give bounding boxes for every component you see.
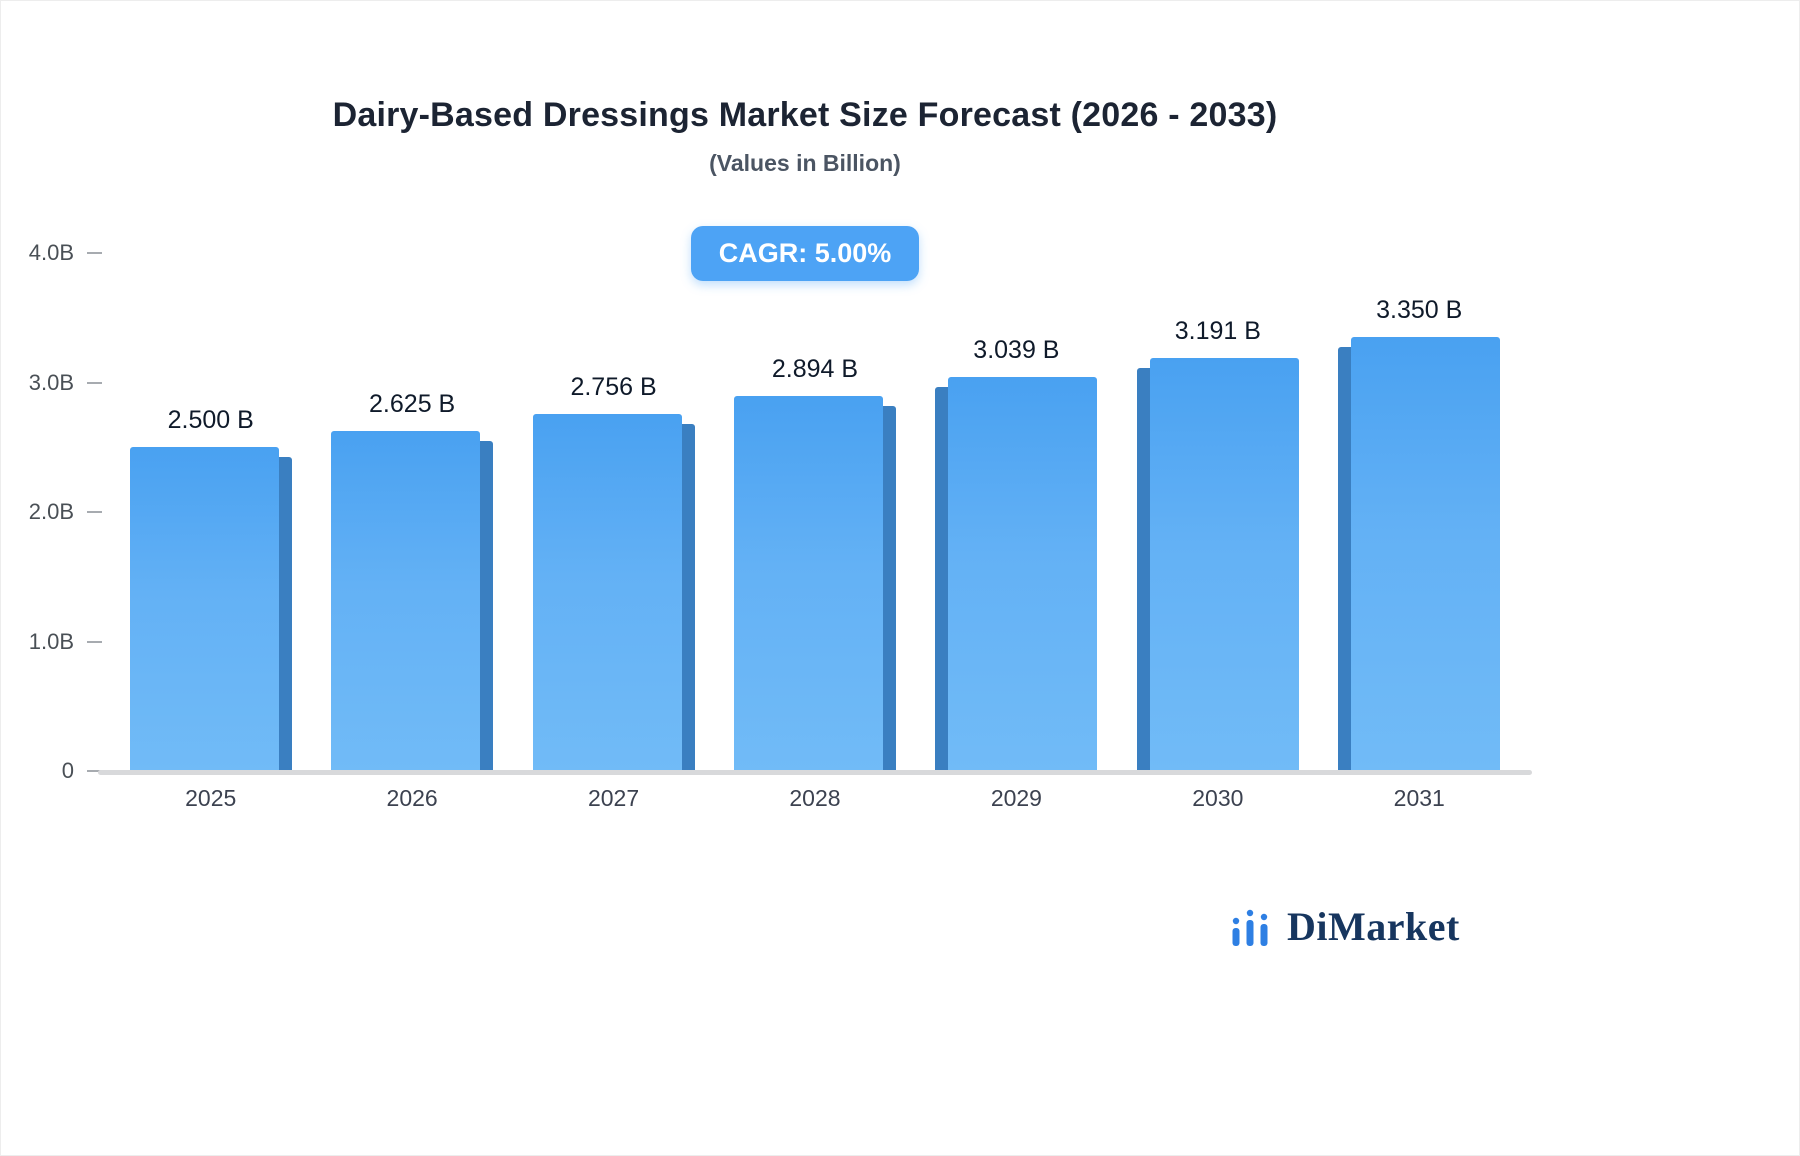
bar-value-label: 3.350 B [1376, 296, 1463, 325]
y-tick-mark [87, 511, 102, 513]
y-tick-label: 1.0B [28, 628, 74, 654]
bar-value-label: 2.625 B [369, 390, 456, 419]
chart-title: Dairy-Based Dressings Market Size Foreca… [332, 96, 1278, 134]
bar [1338, 337, 1501, 771]
bar [331, 431, 494, 771]
chart-subtitle: (Values in Billion) [709, 150, 901, 176]
bar-face [331, 431, 481, 771]
bar-side-shade [882, 406, 896, 771]
y-tick: 0 [62, 758, 102, 784]
bar-side-shade [1338, 347, 1352, 771]
bar-value-label: 3.191 B [1174, 316, 1261, 345]
bar-slot: 3.350 B [1319, 253, 1520, 771]
bar-slot: 2.756 B [513, 253, 714, 771]
y-tick: 1.0B [29, 629, 102, 655]
bar [733, 396, 896, 771]
bar-side-shade [1136, 367, 1150, 771]
bar-face [129, 447, 279, 771]
bars-area: 2.500 B 2.625 B 2.756 B 2.894 B 3.039 B 3.191… [110, 253, 1520, 771]
cagr-badge: CAGR: 5.00% [690, 226, 920, 281]
y-tick-mark [87, 640, 102, 643]
x-axis-line [98, 770, 1532, 775]
bar [129, 447, 292, 771]
bar-face [532, 414, 682, 771]
bar-side-shade [935, 387, 949, 771]
bar [532, 414, 695, 771]
y-tick-label: 2.0B [28, 499, 74, 524]
x-tick-label: 2031 [1393, 785, 1445, 811]
bar-slot: 2.500 B [110, 253, 311, 771]
bar-face [1149, 357, 1299, 771]
bar-side-shade [278, 457, 292, 771]
bar-slot: 2.894 B [714, 253, 915, 771]
bar-side-shade [480, 441, 494, 771]
x-tick-label: 2025 [185, 785, 237, 811]
x-tick-label: 2028 [789, 785, 841, 811]
x-tick-label: 2026 [386, 785, 438, 811]
y-tick-label: 4.0B [28, 240, 74, 265]
bar-slot: 2.625 B [311, 253, 512, 771]
bar-side-shade [681, 424, 695, 771]
bar-value-label: 2.756 B [570, 373, 657, 402]
bar-slot: 3.191 B [1117, 253, 1318, 771]
bar-face [733, 396, 883, 771]
y-tick: 4.0B [29, 240, 102, 266]
y-tick-label: 3.0B [28, 369, 74, 395]
x-tick-label: 2029 [990, 785, 1042, 811]
x-tick-label: 2030 [1192, 785, 1244, 811]
brand-logo: DiMarket [1230, 903, 1460, 950]
bar-value-label: 3.039 B [973, 336, 1060, 365]
y-tick-mark [87, 252, 102, 254]
bar-face [1351, 337, 1501, 771]
y-tick-mark [87, 381, 102, 384]
bar-value-label: 2.894 B [771, 355, 859, 384]
bar [1136, 357, 1299, 771]
bar-value-label: 2.500 B [167, 406, 254, 435]
bar [935, 377, 1098, 771]
x-tick-label: 2027 [587, 785, 640, 811]
y-tick: 2.0B [29, 499, 102, 525]
x-axis: 2025 2026 2027 2028 2029 2030 2031 [110, 785, 1520, 812]
bar-face [948, 377, 1098, 771]
dimarket-logo-icon [1232, 909, 1268, 946]
brand-name: DiMarket [1287, 904, 1460, 949]
y-tick: 3.0B [29, 370, 102, 396]
bar-slot: 3.039 B [916, 253, 1117, 771]
y-tick-label: 0 [61, 758, 74, 783]
